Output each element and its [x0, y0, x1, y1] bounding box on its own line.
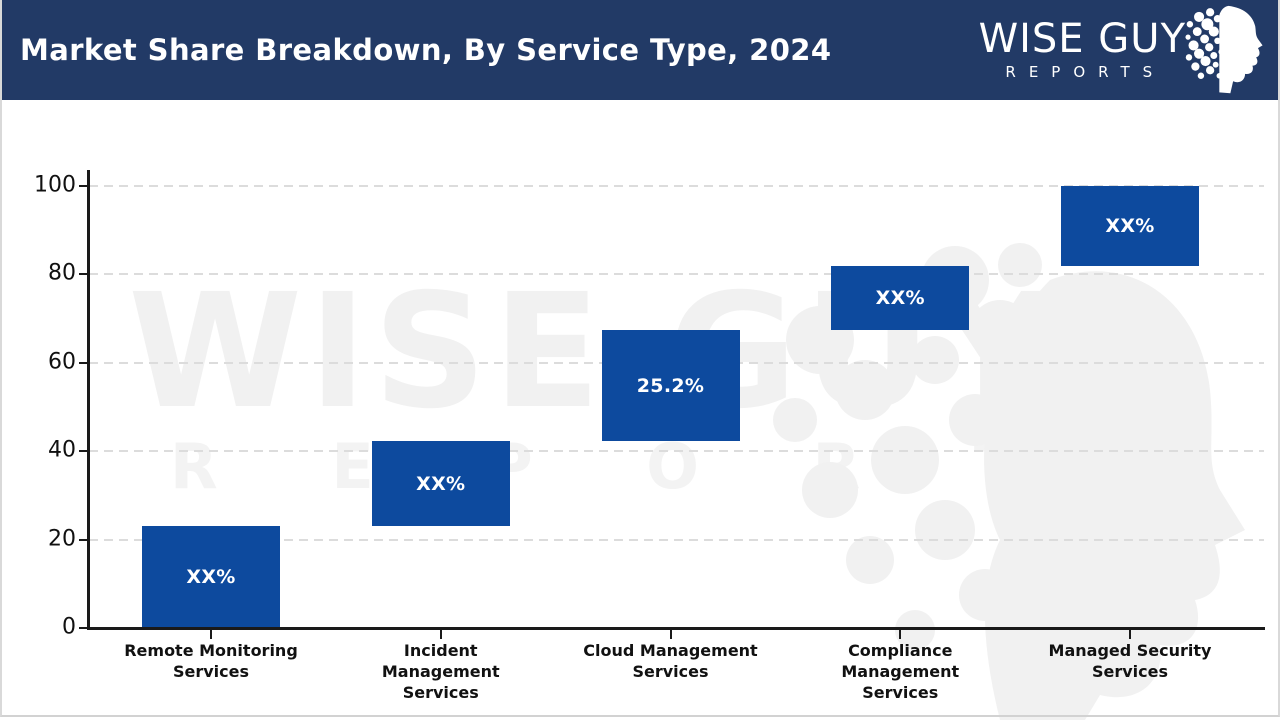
y-tick-label: 100	[34, 172, 76, 198]
category-label: Incident Management Services	[381, 641, 500, 702]
y-tick-label: 0	[62, 614, 76, 640]
x-axis-line	[87, 627, 1265, 630]
y-tick-mark	[79, 185, 87, 187]
wiseguy-head-icon	[1185, 5, 1263, 94]
header-bar: Market Share Breakdown, By Service Type,…	[0, 0, 1280, 100]
bar-value-label: XX%	[1105, 214, 1155, 237]
logo-wordmark: WISE GUY	[978, 16, 1186, 62]
bar-value-label: XX%	[416, 472, 466, 495]
y-tick-label: 40	[48, 437, 76, 463]
x-tick-mark	[1129, 630, 1131, 639]
x-tick-mark	[210, 630, 212, 639]
y-tick-mark	[79, 273, 87, 276]
y-tick-mark	[79, 361, 87, 364]
x-tick-mark	[669, 630, 672, 639]
x-tick-mark	[439, 630, 442, 639]
bar-4: XX%	[1061, 186, 1199, 266]
bar-value-label: 25.2%	[636, 374, 705, 397]
bar-0: XX%	[142, 526, 280, 628]
chart-area: WISE GUY R E P O R T S 0 20 40 60 80 100 XX% Re…	[0, 100, 1280, 720]
gridline	[89, 273, 1264, 276]
y-axis-line	[87, 170, 90, 630]
gridline	[89, 538, 1264, 541]
bar-1: XX%	[371, 441, 510, 527]
gridline	[89, 450, 1264, 453]
wiseguy-logo: WISE GUY REPORTS	[979, 4, 1280, 96]
logo-subtitle: REPORTS	[1005, 63, 1166, 81]
category-label: Remote Monitoring Services	[124, 641, 298, 681]
x-tick-mark	[899, 630, 902, 639]
bar-2: 25.2%	[601, 330, 740, 442]
y-tick-label: 20	[48, 526, 76, 552]
y-tick-label: 80	[48, 260, 76, 286]
page-title: Market Share Breakdown, By Service Type,…	[20, 33, 832, 67]
y-tick-mark	[79, 538, 87, 541]
y-tick-label: 60	[48, 349, 76, 375]
category-label: Cloud Management Services	[583, 641, 758, 681]
bar-3: XX%	[831, 265, 970, 331]
gridline	[89, 185, 1264, 187]
y-tick-mark	[79, 450, 87, 453]
y-tick-mark	[79, 627, 87, 629]
bar-value-label: XX%	[875, 286, 925, 309]
category-label: Managed Security Services	[1048, 641, 1212, 681]
bar-value-label: XX%	[186, 566, 236, 589]
category-label: Compliance Management Services	[841, 641, 960, 702]
